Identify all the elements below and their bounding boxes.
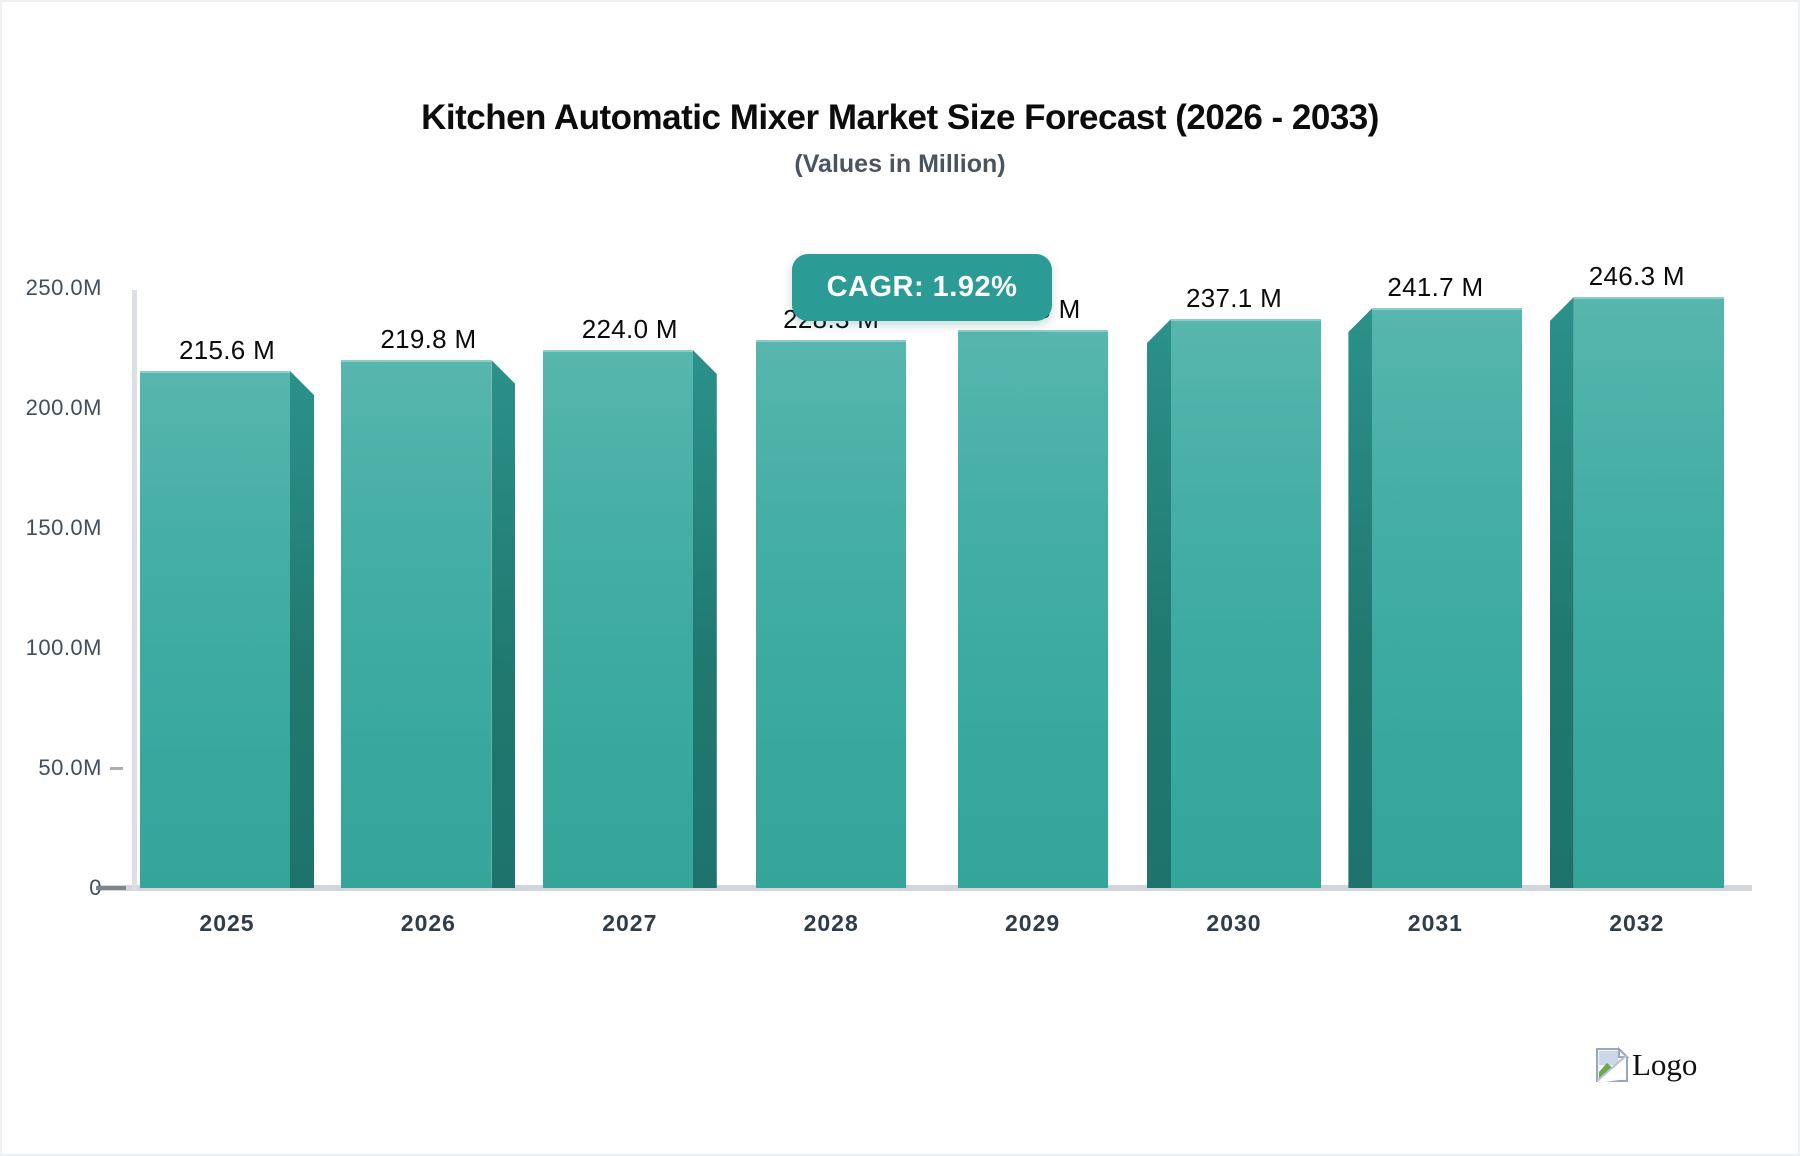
bar-side-2031: [1348, 308, 1373, 888]
y-axis-tick-label: 200.0M: [25, 395, 102, 420]
bar-value-label-2030: 237.1 M: [1185, 283, 1283, 313]
y-axis-tick-mark: [110, 767, 123, 770]
y-axis-tick-label: 250.0M: [25, 275, 102, 300]
y-axis-tick-label: 150.0M: [25, 515, 102, 540]
bar-2027: [542, 350, 693, 888]
y-axis-tick-mark: [96, 886, 126, 890]
logo: Logo: [1594, 1046, 1697, 1084]
x-axis-label-2027: 2027: [602, 910, 658, 936]
bar-value-label-2025: 215.6 M: [178, 335, 276, 365]
bar-value-label-2027: 224.0 M: [581, 314, 678, 344]
bar-2026: [341, 360, 492, 888]
y-axis-tick-label: 100.0M: [25, 635, 102, 660]
cagr-badge: CAGR: 1.92%: [792, 254, 1052, 321]
y-axis-tick-label: 0: [12, 875, 102, 901]
logo-alt-text: Logo: [1632, 1047, 1698, 1082]
bar-2032: [1573, 297, 1724, 888]
chart-title: Kitchen Automatic Mixer Market Size Fore…: [421, 98, 1379, 137]
bar-side-2026: [491, 360, 516, 888]
y-axis-line: [132, 290, 137, 890]
x-axis-label-2031: 2031: [1407, 910, 1463, 936]
bar-value-label-2032: 246.3 M: [1588, 261, 1685, 291]
chart-subtitle: (Values in Million): [794, 150, 1006, 178]
x-axis-label-2029: 2029: [1005, 910, 1061, 936]
bar-2025: [140, 371, 290, 888]
broken-image-icon: [1596, 1046, 1630, 1083]
x-axis-label-2026: 2026: [400, 910, 456, 936]
y-axis-tick-label: 50.0M: [38, 755, 102, 780]
x-axis-baseline: [97, 885, 1752, 891]
x-axis-label-2030: 2030: [1206, 910, 1262, 936]
bar-side-2027: [692, 350, 717, 888]
bar-side-2030: [1147, 319, 1171, 888]
bar-value-label-2026: 219.8 M: [380, 324, 477, 354]
bar-2031: [1372, 308, 1523, 888]
bar-side-2032: [1549, 297, 1574, 888]
bar-side-2025: [290, 371, 314, 888]
bar-2028: [756, 340, 907, 888]
cagr-badge-label: CAGR: 1.92%: [826, 271, 1018, 303]
bar-2030: [1171, 319, 1321, 888]
bar-2029: [957, 330, 1108, 888]
bar-value-label-2031: 241.7 M: [1387, 272, 1484, 302]
x-axis-label-2025: 2025: [199, 910, 255, 936]
x-axis-label-2032: 2032: [1609, 910, 1665, 936]
x-axis-label-2028: 2028: [803, 910, 859, 936]
